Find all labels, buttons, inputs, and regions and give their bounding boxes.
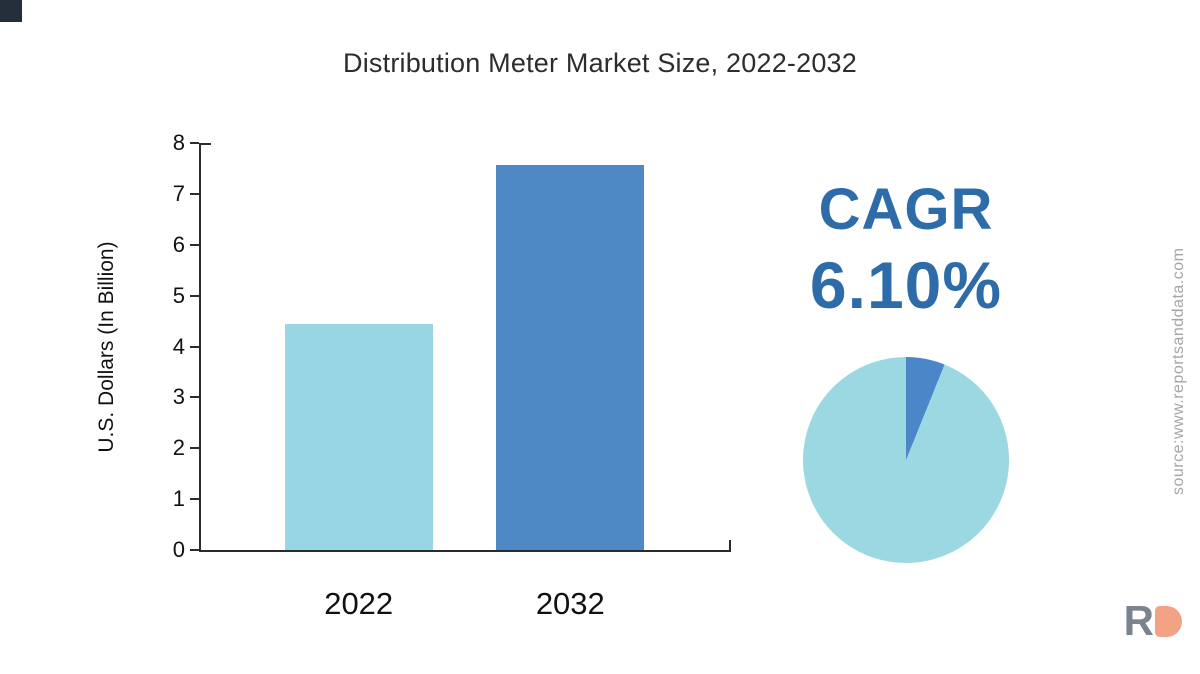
- y-tick-label: 1: [172, 486, 185, 512]
- y-tick-mark: [190, 243, 199, 246]
- cagr-annotation: CAGR 6.10%: [746, 177, 1066, 322]
- bar-2022: [284, 323, 433, 550]
- x-axis-line: [199, 550, 731, 552]
- y-tick-mark: [190, 192, 199, 195]
- source-credit: source:www.reportsanddata.com: [1170, 247, 1187, 496]
- cagr-pie-chart: [803, 357, 1009, 563]
- y-tick-label: 4: [172, 333, 185, 359]
- chart-title: Distribution Meter Market Size, 2022-203…: [343, 48, 857, 78]
- bar-2032: [496, 164, 645, 550]
- y-tick-label: 6: [172, 231, 185, 257]
- y-tick-label: 3: [172, 384, 185, 410]
- y-tick-label: 2: [172, 435, 185, 461]
- cagr-label: CAGR: [818, 177, 994, 242]
- brand-logo: R: [1124, 600, 1182, 642]
- y-tick-mark: [190, 396, 199, 399]
- bar-plot-area: [200, 143, 729, 550]
- x-axis-label-2022: 2022: [324, 586, 394, 621]
- cagr-value: 6.10%: [809, 247, 1003, 322]
- y-axis-end-cap: [199, 143, 211, 145]
- y-tick-label: 0: [172, 537, 185, 562]
- y-axis-line: [199, 143, 201, 552]
- y-tick-mark: [190, 447, 199, 450]
- y-tick-label: 7: [172, 180, 185, 206]
- y-tick-label: 5: [172, 282, 185, 308]
- y-tick-label: 8: [172, 130, 185, 155]
- y-tick-mark: [190, 345, 199, 348]
- corner-decoration: [0, 0, 22, 22]
- y-axis-title: U.S. Dollars (In Billion): [95, 241, 118, 453]
- y-tick-mark: [190, 294, 199, 297]
- logo-letter-d-shape: [1155, 605, 1182, 637]
- x-axis-end-cap: [729, 540, 731, 552]
- y-tick-mark: [190, 498, 199, 501]
- x-axis-label-2032: 2032: [535, 586, 605, 621]
- y-tick-mark: [190, 142, 199, 144]
- logo-letter-r: R: [1123, 597, 1154, 644]
- y-tick-mark: [190, 549, 199, 551]
